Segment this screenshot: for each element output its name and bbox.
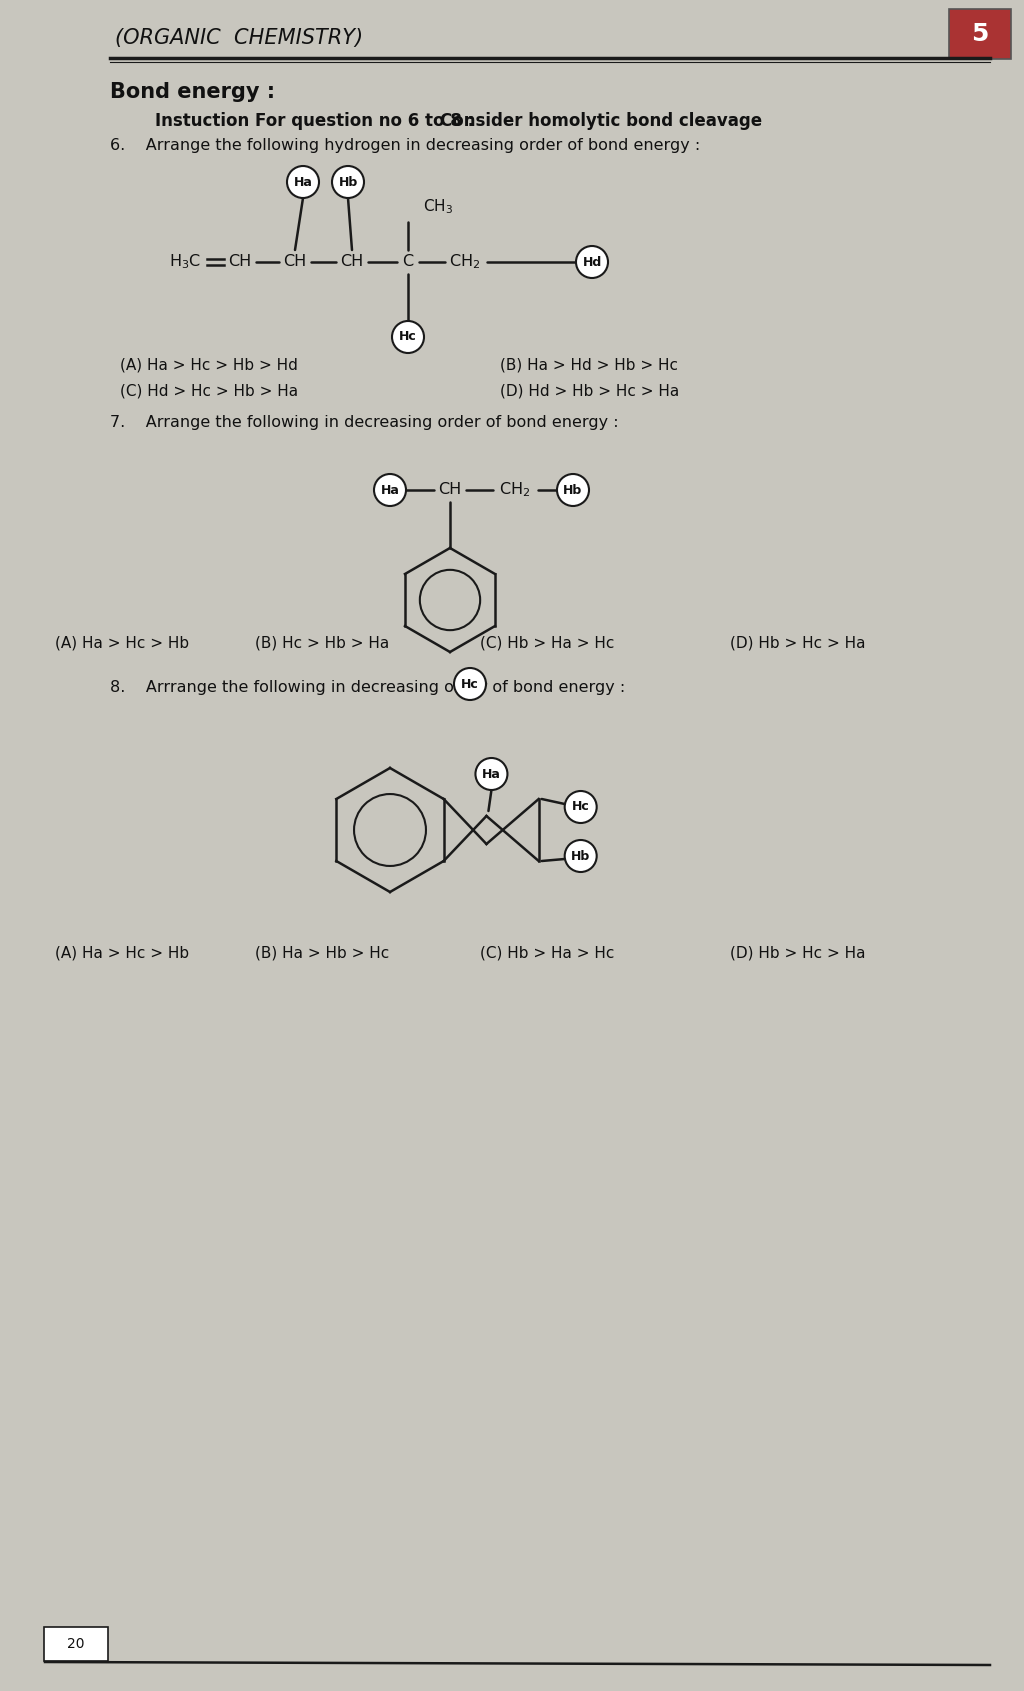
- Text: CH$_3$: CH$_3$: [423, 198, 453, 216]
- Text: (A) Ha > Hc > Hb > Hd: (A) Ha > Hc > Hb > Hd: [120, 358, 298, 374]
- Text: (C) Hd > Hc > Hb > Ha: (C) Hd > Hc > Hb > Ha: [120, 384, 298, 399]
- Circle shape: [557, 473, 589, 506]
- Text: CH$_2$: CH$_2$: [450, 252, 480, 271]
- Text: (C) Hb > Ha > Hc: (C) Hb > Ha > Hc: [480, 636, 614, 649]
- Text: Hb: Hb: [571, 849, 590, 862]
- Text: CH$_2$: CH$_2$: [500, 480, 530, 499]
- Text: (B) Ha > Hd > Hb > Hc: (B) Ha > Hd > Hb > Hc: [500, 358, 678, 374]
- Text: Consider homolytic bond cleavage: Consider homolytic bond cleavage: [440, 112, 762, 130]
- Circle shape: [392, 321, 424, 353]
- Text: Ha: Ha: [294, 176, 312, 188]
- Text: Ha: Ha: [482, 768, 501, 781]
- Circle shape: [454, 668, 486, 700]
- Circle shape: [475, 758, 508, 790]
- Text: H$_3$C: H$_3$C: [169, 252, 201, 271]
- Text: CH: CH: [284, 255, 306, 269]
- Text: (D) Hb > Hc > Ha: (D) Hb > Hc > Ha: [730, 636, 865, 649]
- Circle shape: [374, 473, 406, 506]
- Circle shape: [287, 166, 319, 198]
- Text: Hb: Hb: [338, 176, 357, 188]
- Text: (A) Ha > Hc > Hb: (A) Ha > Hc > Hb: [55, 945, 189, 960]
- Text: Instuction For question no 6 to 8 :: Instuction For question no 6 to 8 :: [155, 112, 480, 130]
- Circle shape: [564, 791, 597, 824]
- Text: Hc: Hc: [571, 800, 590, 813]
- Text: (C) Hb > Ha > Hc: (C) Hb > Ha > Hc: [480, 945, 614, 960]
- Text: CH: CH: [438, 482, 462, 497]
- Text: (A) Ha > Hc > Hb: (A) Ha > Hc > Hb: [55, 636, 189, 649]
- Text: 8.    Arrrange the following in decreasing order of bond energy :: 8. Arrrange the following in decreasing …: [110, 680, 626, 695]
- Text: Ha: Ha: [381, 484, 399, 497]
- Text: (ORGANIC  CHEMISTRY): (ORGANIC CHEMISTRY): [115, 29, 364, 47]
- Text: (B) Ha > Hb > Hc: (B) Ha > Hb > Hc: [255, 945, 389, 960]
- Circle shape: [332, 166, 364, 198]
- Circle shape: [575, 245, 608, 277]
- Text: Bond energy :: Bond energy :: [110, 81, 275, 101]
- Text: 5: 5: [972, 22, 989, 46]
- Text: Hb: Hb: [563, 484, 583, 497]
- Text: CH: CH: [228, 255, 252, 269]
- Text: 6.    Arrange the following hydrogen in decreasing order of bond energy :: 6. Arrange the following hydrogen in dec…: [110, 139, 700, 152]
- Text: CH: CH: [340, 255, 364, 269]
- FancyBboxPatch shape: [44, 1627, 108, 1661]
- Text: (D) Hb > Hc > Ha: (D) Hb > Hc > Ha: [730, 945, 865, 960]
- FancyBboxPatch shape: [949, 8, 1011, 59]
- Circle shape: [564, 840, 597, 873]
- Text: C: C: [402, 255, 414, 269]
- Text: 7.    Arrange the following in decreasing order of bond energy :: 7. Arrange the following in decreasing o…: [110, 414, 618, 430]
- Text: 20: 20: [68, 1637, 85, 1650]
- Text: Hc: Hc: [461, 678, 479, 690]
- Text: (B) Hc > Hb > Ha: (B) Hc > Hb > Ha: [255, 636, 389, 649]
- Text: (D) Hd > Hb > Hc > Ha: (D) Hd > Hb > Hc > Ha: [500, 384, 679, 399]
- Text: Hc: Hc: [399, 330, 417, 343]
- Text: Hd: Hd: [583, 255, 602, 269]
